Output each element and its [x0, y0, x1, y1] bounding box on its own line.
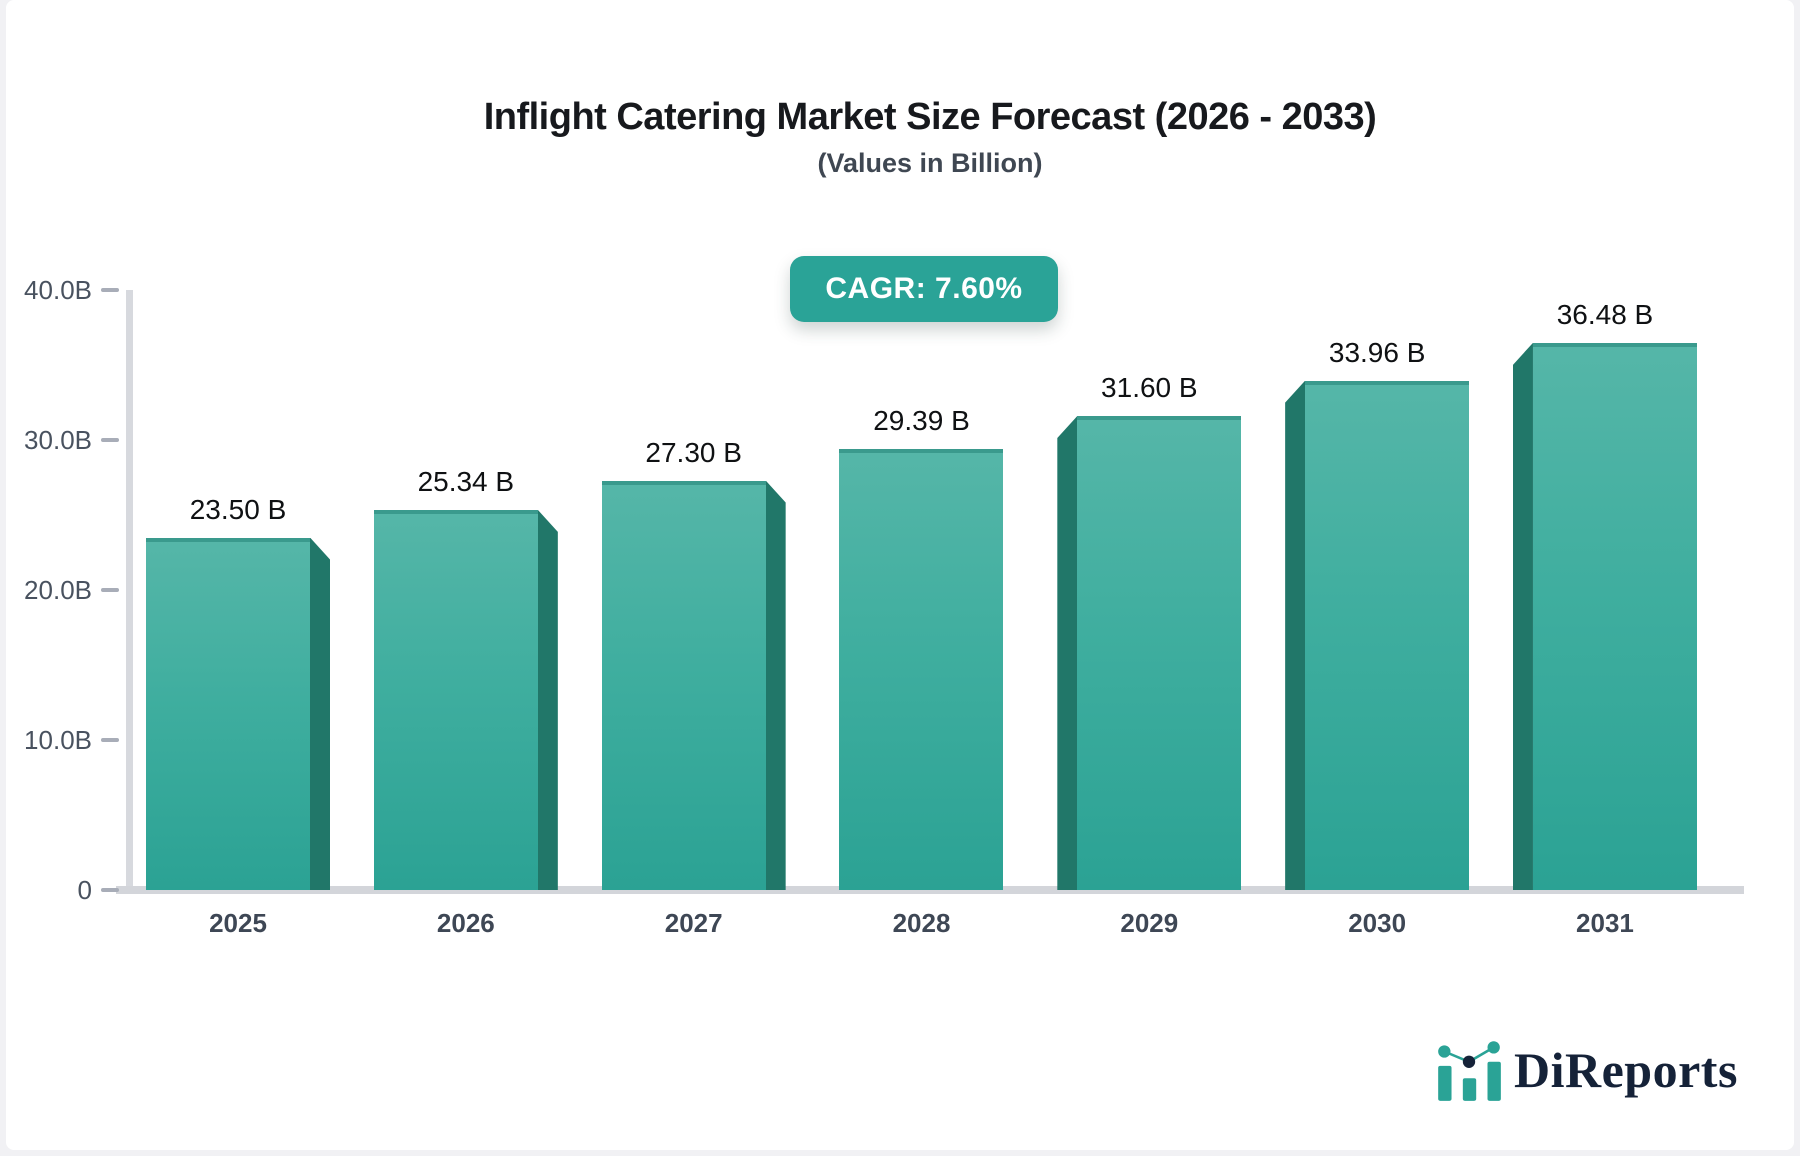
bar-side-face: [1057, 416, 1078, 890]
bar-face[interactable]: [1077, 416, 1242, 890]
bar-group-2031: 36.48 B: [1491, 0, 1719, 890]
bar-2028[interactable]: [839, 449, 1004, 890]
y-tick-label: 10.0B: [24, 725, 92, 755]
bar-group-2028: 29.39 B: [807, 0, 1035, 890]
x-axis-label-2029: 2029: [1120, 908, 1179, 938]
x-axis-label-2026: 2026: [436, 908, 495, 938]
bar-2025[interactable]: [146, 537, 330, 890]
chart-subtitle: (Values in Billion): [817, 148, 1043, 178]
y-tick-label: 30.0B: [24, 425, 92, 455]
y-tick-mark: [101, 738, 119, 742]
bar-2027[interactable]: [601, 480, 786, 890]
x-axis-line: [116, 886, 1744, 894]
bar-group-2030: 33.96 B: [1263, 0, 1491, 890]
bar-side-face: [765, 480, 786, 890]
bar-2026[interactable]: [373, 509, 558, 890]
bar-value-label: 25.34 B: [417, 465, 515, 497]
bar-face[interactable]: [601, 480, 766, 890]
bar-face[interactable]: [1532, 342, 1697, 890]
x-axis-label-2031: 2031: [1576, 908, 1634, 938]
bar-value-label: 29.39 B: [873, 405, 970, 437]
cagr-badge: CAGR: 7.60%: [790, 256, 1058, 322]
logo-text: DiReports: [1514, 1042, 1738, 1098]
bar-2030[interactable]: [1285, 380, 1470, 890]
x-axis-label-2025: 2025: [209, 908, 267, 938]
bar-side-face: [537, 509, 558, 890]
bar-group-2029: 31.60 B: [1035, 0, 1263, 890]
y-tick-mark: [101, 588, 119, 592]
bar-2029[interactable]: [1057, 416, 1242, 890]
y-tick-mark: [101, 888, 119, 892]
bar-group-2027: 27.30 B: [580, 0, 808, 890]
y-tick-mark: [101, 288, 119, 292]
x-axis-label-2030: 2030: [1348, 908, 1407, 938]
y-tick-mark: [101, 438, 119, 442]
bar-side-face: [1285, 380, 1306, 890]
bar-value-label: 33.96 B: [1328, 336, 1426, 368]
bar-side-face: [310, 537, 330, 890]
chart-title: Inflight Catering Market Size Forecast (…: [483, 96, 1377, 138]
x-axis-label-2028: 2028: [892, 908, 951, 938]
bar-face[interactable]: [373, 509, 538, 890]
y-tick-label: 40.0B: [24, 275, 92, 305]
bar-group-2025: 23.50 B: [124, 0, 352, 890]
bar-value-label: 36.48 B: [1556, 298, 1654, 330]
bar-value-label: 31.60 B: [1101, 372, 1198, 403]
x-axis-label-2027: 2027: [664, 908, 723, 938]
y-axis-line: [126, 290, 133, 890]
bar-face[interactable]: [1305, 380, 1470, 890]
bar-value-label: 23.50 B: [189, 493, 287, 525]
bar-2031[interactable]: [1512, 342, 1697, 890]
y-tick-label: 20.0B: [24, 575, 92, 605]
y-tick-label: 0: [77, 875, 92, 905]
bar-side-face: [1512, 342, 1533, 890]
bar-face[interactable]: [146, 537, 310, 890]
bar-face[interactable]: [839, 449, 1004, 890]
bar-group-2026: 25.34 B: [352, 0, 580, 890]
bar-value-label: 27.30 B: [645, 436, 742, 468]
direports-logo[interactable]: DiReports: [1432, 1034, 1738, 1106]
bar-line-chart-icon: [1438, 1041, 1501, 1101]
